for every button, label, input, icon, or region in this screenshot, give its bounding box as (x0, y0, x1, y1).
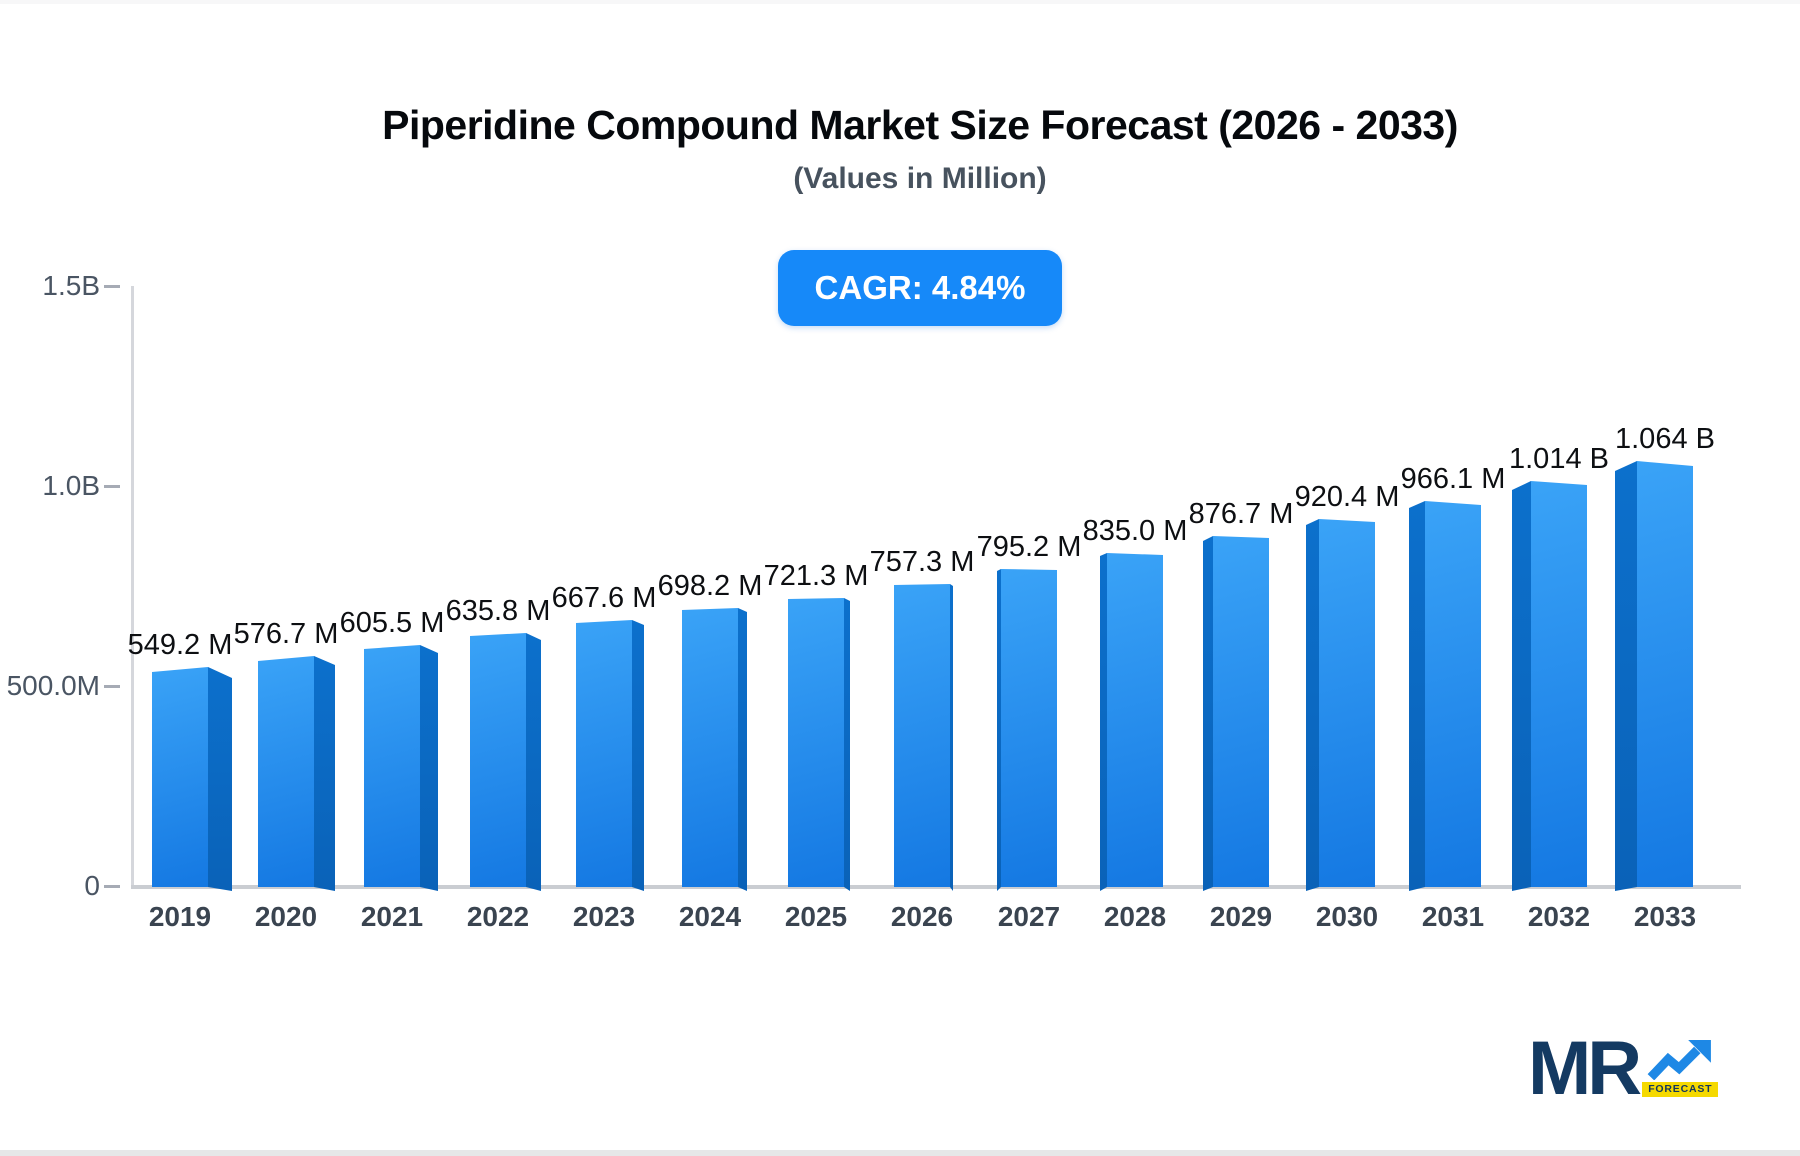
value-label-2031: 966.1 M (1400, 463, 1506, 495)
bar-side-2024 (738, 608, 747, 891)
year-label-2029: 2029 (1209, 901, 1273, 932)
cagr-badge: CAGR: 4.84% (777, 250, 1063, 326)
value-label-2020: 576.7 M (233, 618, 339, 650)
year-label-2019: 2019 (148, 901, 212, 932)
bar-front-2024 (682, 608, 738, 887)
badge-row: CAGR: 4.84% (40, 250, 1800, 326)
mr-forecast-logo: MR FORECAST (1528, 1026, 1719, 1111)
bar-side-2019 (208, 667, 232, 891)
year-label-2027: 2027 (997, 901, 1061, 932)
bar-side-2028 (1100, 553, 1107, 891)
y-tick-dash (104, 885, 120, 888)
year-label-2030: 2030 (1315, 901, 1379, 932)
bar-side-2020 (314, 656, 335, 891)
top-edge-strip (0, 0, 1800, 4)
year-label-2031: 2031 (1421, 901, 1485, 932)
value-label-2019: 549.2 M (127, 629, 233, 661)
year-label-2026: 2026 (890, 901, 954, 932)
bar-front-2020 (258, 656, 314, 887)
bar-front-2028 (1107, 553, 1163, 887)
bar-side-2032 (1512, 481, 1531, 891)
value-label-2027: 795.2 M (976, 531, 1082, 563)
bar-front-2033 (1637, 461, 1693, 887)
bar-front-2023 (576, 620, 632, 887)
logo-mr-text: MR (1528, 1026, 1642, 1111)
bar-side-2021 (420, 645, 438, 891)
year-label-2022: 2022 (466, 901, 530, 932)
bar-side-2023 (632, 620, 644, 891)
x-axis-line (131, 885, 1741, 889)
year-label-2032: 2032 (1527, 901, 1591, 932)
y-tick-label: 500.0M (6, 670, 100, 701)
bar-side-2025 (844, 598, 850, 891)
year-label-2033: 2033 (1633, 901, 1697, 932)
value-label-2024: 698.2 M (657, 570, 763, 602)
bar-front-2032 (1531, 481, 1587, 887)
bar-side-2022 (526, 633, 541, 891)
value-label-2022: 635.8 M (445, 595, 551, 627)
logo-right-block: FORECAST (1642, 1040, 1719, 1097)
bar-side-2031 (1409, 501, 1425, 891)
bar-front-2030 (1319, 519, 1375, 887)
bar-front-2026 (894, 584, 950, 887)
year-label-2020: 2020 (254, 901, 318, 932)
y-tick-label: 0 (84, 870, 100, 901)
chart-title: Piperidine Compound Market Size Forecast… (382, 102, 1458, 148)
bar-front-2031 (1425, 501, 1481, 887)
bar-front-2019 (152, 667, 208, 887)
y-tick-dash (104, 485, 120, 488)
bar-side-2030 (1306, 519, 1319, 891)
bottom-edge-strip (0, 1150, 1800, 1156)
bar-side-2033 (1615, 461, 1637, 891)
bar-front-2025 (788, 598, 844, 887)
y-tick-label: 1.5B (42, 270, 100, 301)
year-label-2024: 2024 (678, 901, 742, 932)
value-label-2030: 920.4 M (1294, 481, 1400, 513)
y-tick-label: 1.0B (42, 470, 100, 501)
bar-front-2029 (1213, 536, 1269, 887)
bar-side-2027 (997, 569, 1001, 891)
bar-front-2021 (364, 645, 420, 887)
value-label-2025: 721.3 M (763, 560, 869, 592)
value-label-2032: 1.014 B (1509, 443, 1609, 475)
bar-front-2022 (470, 633, 526, 887)
growth-arrow-icon (1647, 1040, 1712, 1080)
chart-subtitle: (Values in Million) (793, 162, 1047, 195)
value-label-2028: 835.0 M (1082, 515, 1188, 547)
value-label-2023: 667.6 M (551, 582, 657, 614)
year-label-2021: 2021 (360, 901, 424, 932)
year-label-2028: 2028 (1103, 901, 1167, 932)
bar-side-2026 (950, 584, 953, 891)
bar-front-2027 (1001, 569, 1057, 887)
y-axis-line (131, 286, 134, 889)
bar-side-2029 (1203, 536, 1213, 891)
y-tick-dash (104, 285, 120, 288)
y-tick-dash (104, 685, 120, 688)
logo-forecast-label: FORECAST (1642, 1082, 1719, 1097)
value-label-2029: 876.7 M (1188, 498, 1294, 530)
value-label-2026: 757.3 M (869, 546, 975, 578)
year-label-2023: 2023 (572, 901, 636, 932)
year-label-2025: 2025 (784, 901, 848, 932)
value-label-2033: 1.064 B (1615, 423, 1715, 455)
value-label-2021: 605.5 M (339, 607, 445, 639)
